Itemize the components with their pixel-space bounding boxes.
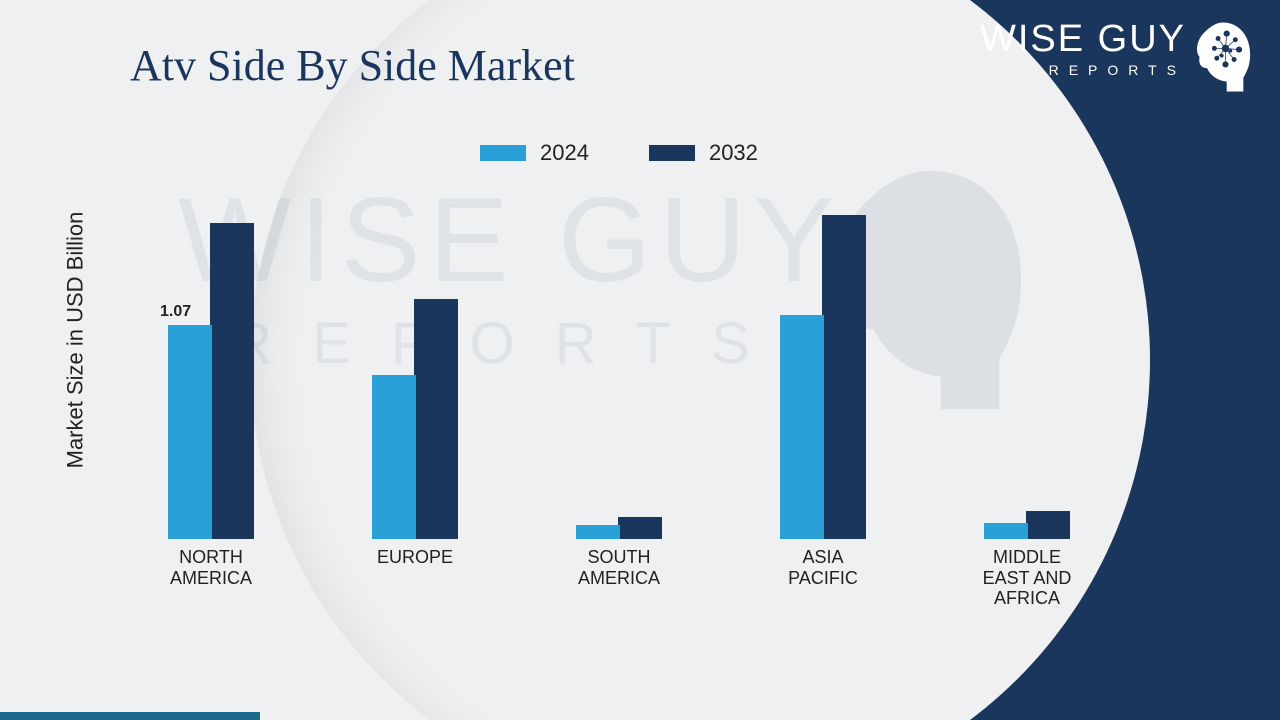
bar-2024 [576,525,620,539]
bar-2024 [984,523,1028,539]
bar-2024 [780,315,824,539]
y-axis-label-text: Market Size in USD Billion [62,212,88,469]
plot-area: 1.07NORTH AMERICA EUROPE SOUTH AMERICA ASIA… [120,180,950,540]
bar-2032 [822,215,866,539]
bar-2024: 1.07 [168,325,212,539]
bar-2032 [1026,511,1070,539]
bar-value-label: 1.07 [160,303,191,321]
bar-2024 [372,375,416,539]
legend-label-2024: 2024 [540,140,589,166]
category-label: MIDDLE EAST AND AFRICA [972,547,1082,609]
brand-logo-line1: WISE GUY [980,20,1186,58]
legend-item-2024: 2024 [480,140,589,166]
bar-2032 [210,223,254,539]
page-title: Atv Side By Side Market [130,40,575,91]
category-label: NORTH AMERICA [156,547,266,588]
bar-2032 [414,299,458,539]
category-label: EUROPE [360,547,470,568]
legend-item-2032: 2032 [649,140,758,166]
bar-group: EUROPE [372,299,458,539]
bar-group: MIDDLE EAST AND AFRICA [984,511,1070,539]
legend: 2024 2032 [480,140,758,166]
chart: Market Size in USD Billion 2024 2032 1.0… [60,140,960,680]
brand-logo-text: WISE GUY REPORTS [980,20,1186,78]
category-label: SOUTH AMERICA [564,547,674,588]
bar-group: SOUTH AMERICA [576,517,662,539]
brand-logo-line2: REPORTS [1049,62,1186,78]
bar-group: ASIA PACIFIC [780,215,866,539]
bottom-accent-bar [0,712,260,720]
y-axis-label: Market Size in USD Billion [60,140,90,540]
bar-group: 1.07NORTH AMERICA [168,223,254,539]
brand-logo: WISE GUY REPORTS [980,20,1260,94]
legend-label-2032: 2032 [709,140,758,166]
category-label: ASIA PACIFIC [768,547,878,588]
legend-swatch-2032 [649,145,695,161]
brand-head-icon [1192,20,1254,94]
legend-swatch-2024 [480,145,526,161]
bar-2032 [618,517,662,539]
